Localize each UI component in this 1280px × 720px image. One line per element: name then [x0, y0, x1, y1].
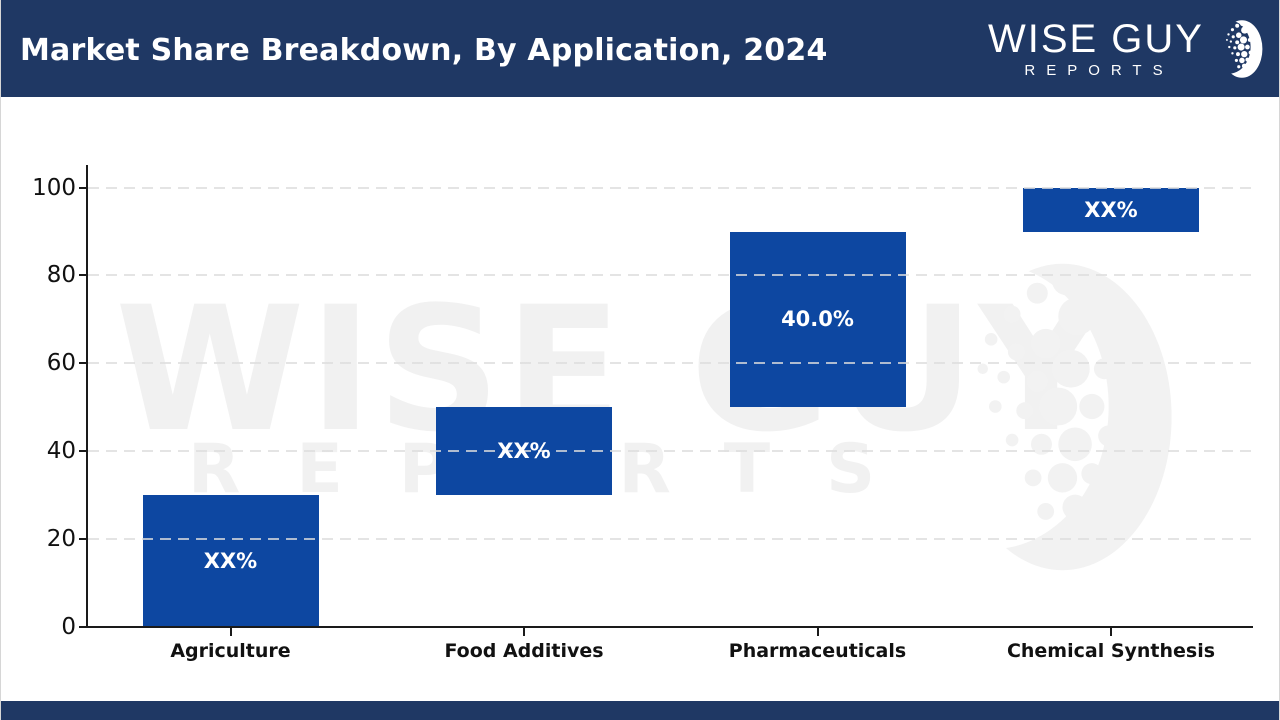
gridline-100 [88, 186, 1253, 189]
gridline-60 [88, 362, 1253, 365]
bar-value-label: 40.0% [781, 307, 854, 332]
gridline-40 [88, 450, 1253, 453]
x-axis-label: Chemical Synthesis [1006, 640, 1216, 662]
x-axis-label: Food Additives [444, 640, 604, 662]
y-axis-line [86, 165, 88, 627]
y-tick-label: 40 [46, 438, 76, 465]
bar-pharmaceuticals [729, 231, 906, 408]
y-tick-label: 80 [46, 262, 76, 289]
x-tick-mark [816, 628, 819, 636]
x-axis-label: Agriculture [170, 640, 291, 662]
logo-brand-name: WISE GUY [987, 17, 1204, 61]
x-axis-line [86, 626, 1253, 628]
y-tick-label: 0 [61, 614, 76, 640]
y-tick-label: 60 [46, 350, 76, 377]
gridline-80 [88, 274, 1253, 277]
wiseguy-logo: WISE GUY REPORTS [988, 8, 1264, 90]
watermark-head-icon [882, 222, 1180, 612]
bar-value-label: XX% [1084, 197, 1138, 222]
wiseguy-logo-text: WISE GUY REPORTS [988, 19, 1204, 79]
x-tick-mark [1110, 628, 1112, 636]
bar-value-label: XX% [497, 439, 551, 464]
gridline-20 [88, 538, 1253, 541]
logo-brand-subtitle: REPORTS [1024, 62, 1174, 79]
x-axis-label: Pharmaceuticals [728, 640, 907, 662]
y-tick-mark [79, 538, 88, 541]
y-tick-mark [79, 362, 88, 365]
chart-title: Market Share Breakdown, By Application, … [20, 33, 828, 68]
y-tick-mark [79, 274, 88, 277]
x-tick-mark [229, 628, 232, 636]
y-tick-mark [79, 186, 88, 189]
bar-agriculture [142, 495, 319, 627]
y-tick-mark [79, 450, 88, 453]
header-bar: Market Share Breakdown, By Application, … [0, 0, 1280, 97]
bar-value-label: XX% [203, 549, 258, 574]
footer-bar [0, 701, 1280, 720]
bar-chemical-synthesis [1023, 187, 1199, 232]
x-tick-mark [523, 628, 525, 636]
wiseguy-head-icon [1208, 9, 1264, 89]
y-tick-label: 100 [32, 174, 76, 201]
y-tick-mark [79, 626, 88, 628]
y-tick-label: 20 [46, 526, 76, 553]
